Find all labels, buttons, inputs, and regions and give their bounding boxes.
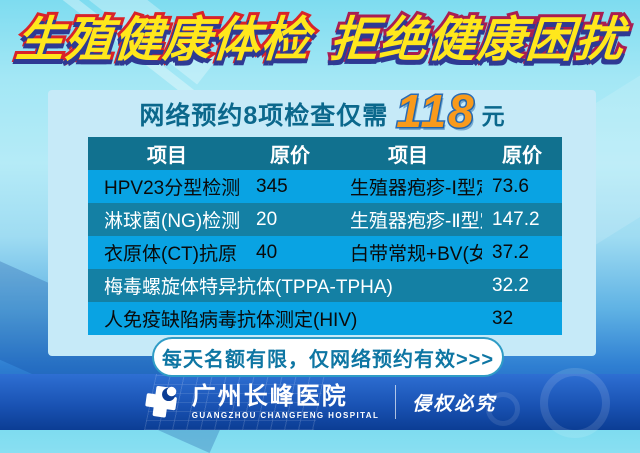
logo-divider — [395, 385, 397, 419]
footer-bar: 广州长峰医院 GUANGZHOU CHANGFENG HOSPITAL 侵权必究 — [0, 368, 640, 438]
headline-banner: 生殖健康体检 拒绝健康困扰 — [0, 8, 640, 74]
exam-price: 73.6 — [482, 170, 562, 203]
offer-headline: 网络预约8项检查仅需 118 元 — [48, 85, 596, 138]
column-header-item-2: 项目 — [334, 137, 482, 170]
exam-name: 淋球菌(NG)检测 — [88, 203, 246, 236]
hospital-name-block: 广州长峰医院 GUANGZHOU CHANGFENG HOSPITAL — [191, 382, 380, 420]
headline-part-1: 生殖健康体检 — [11, 11, 315, 70]
exam-name: 衣原体(CT)抗原 — [88, 236, 246, 269]
hospital-name-cn: 广州长峰医院 — [191, 382, 348, 410]
exam-price: 40 — [246, 236, 334, 269]
hospital-logo: 广州长峰医院 GUANGZHOU CHANGFENG HOSPITAL 侵权必究 — [0, 374, 640, 430]
table-row: 人免疫缺陷病毒抗体测定(HIV) 32 — [88, 302, 562, 335]
exam-name: 梅毒螺旋体特异抗体(TPPA-TPHA) — [88, 269, 482, 302]
column-header-price-2: 原价 — [482, 137, 562, 170]
booking-cta-button[interactable]: 每天名额有限，仅网络预约有效>>> — [152, 337, 504, 377]
exam-price: 147.2 — [482, 203, 562, 236]
exam-price: 32.2 — [482, 269, 562, 302]
hospital-name-en: GUANGZHOU CHANGFENG HOSPITAL — [191, 410, 380, 420]
exam-name: 生殖器疱疹-Ⅱ型定量 — [334, 203, 482, 236]
exam-name: 白带常规+BV(女性) — [334, 236, 482, 269]
table-row: 梅毒螺旋体特异抗体(TPPA-TPHA) 32.2 — [88, 269, 562, 302]
headline-part-2: 拒绝健康困扰 — [325, 11, 629, 70]
exam-name: 人免疫缺陷病毒抗体测定(HIV) — [88, 302, 482, 335]
offer-prefix: 网络预约8项检查仅需 — [139, 102, 389, 130]
offer-panel: 网络预约8项检查仅需 118 元 项目 原价 项目 原价 HPV23分型检测 3… — [48, 85, 596, 356]
price-table: 项目 原价 项目 原价 HPV23分型检测 345 生殖器疱疹-Ⅰ型定性 73.… — [88, 137, 562, 335]
table-row: HPV23分型检测 345 生殖器疱疹-Ⅰ型定性 73.6 — [88, 170, 562, 203]
offer-unit: 元 — [481, 103, 505, 129]
column-header-item-1: 项目 — [88, 137, 246, 170]
exam-price: 37.2 — [482, 236, 562, 269]
table-row: 淋球菌(NG)检测 20 生殖器疱疹-Ⅱ型定量 147.2 — [88, 203, 562, 236]
exam-price: 345 — [246, 170, 334, 203]
copyright-notice: 侵权必究 — [412, 393, 497, 415]
offer-price: 118 — [395, 85, 476, 137]
table-header-row: 项目 原价 项目 原价 — [88, 137, 562, 170]
exam-price: 20 — [246, 203, 334, 236]
stethoscope-decoration — [486, 392, 520, 426]
medical-cross-icon — [145, 386, 177, 418]
booking-cta-label: 每天名额有限，仅网络预约有效>>> — [161, 348, 495, 371]
table-row: 衣原体(CT)抗原 40 白带常规+BV(女性) 37.2 — [88, 236, 562, 269]
exam-name: HPV23分型检测 — [88, 170, 246, 203]
column-header-price-1: 原价 — [246, 137, 334, 170]
exam-name: 生殖器疱疹-Ⅰ型定性 — [334, 170, 482, 203]
exam-price: 32 — [482, 302, 562, 335]
